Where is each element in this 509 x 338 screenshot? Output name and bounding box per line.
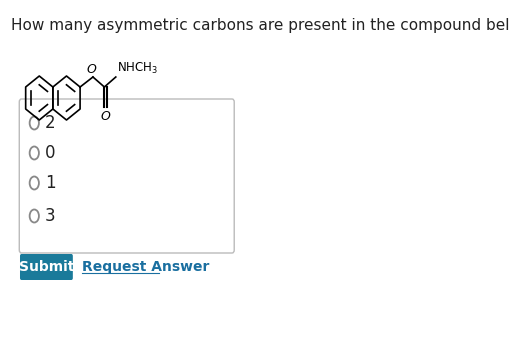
FancyBboxPatch shape (20, 254, 73, 280)
Text: 1: 1 (45, 174, 55, 192)
Text: O: O (100, 110, 110, 123)
Text: NHCH$_3$: NHCH$_3$ (117, 61, 157, 76)
Text: 3: 3 (45, 207, 55, 225)
Text: Submit: Submit (19, 260, 74, 274)
Text: 0: 0 (45, 144, 55, 162)
FancyBboxPatch shape (19, 99, 234, 253)
Text: Request Answer: Request Answer (82, 260, 210, 274)
Text: O: O (87, 63, 96, 76)
Text: How many asymmetric carbons are present in the compound below?: How many asymmetric carbons are present … (11, 18, 509, 33)
Text: 2: 2 (45, 114, 55, 132)
